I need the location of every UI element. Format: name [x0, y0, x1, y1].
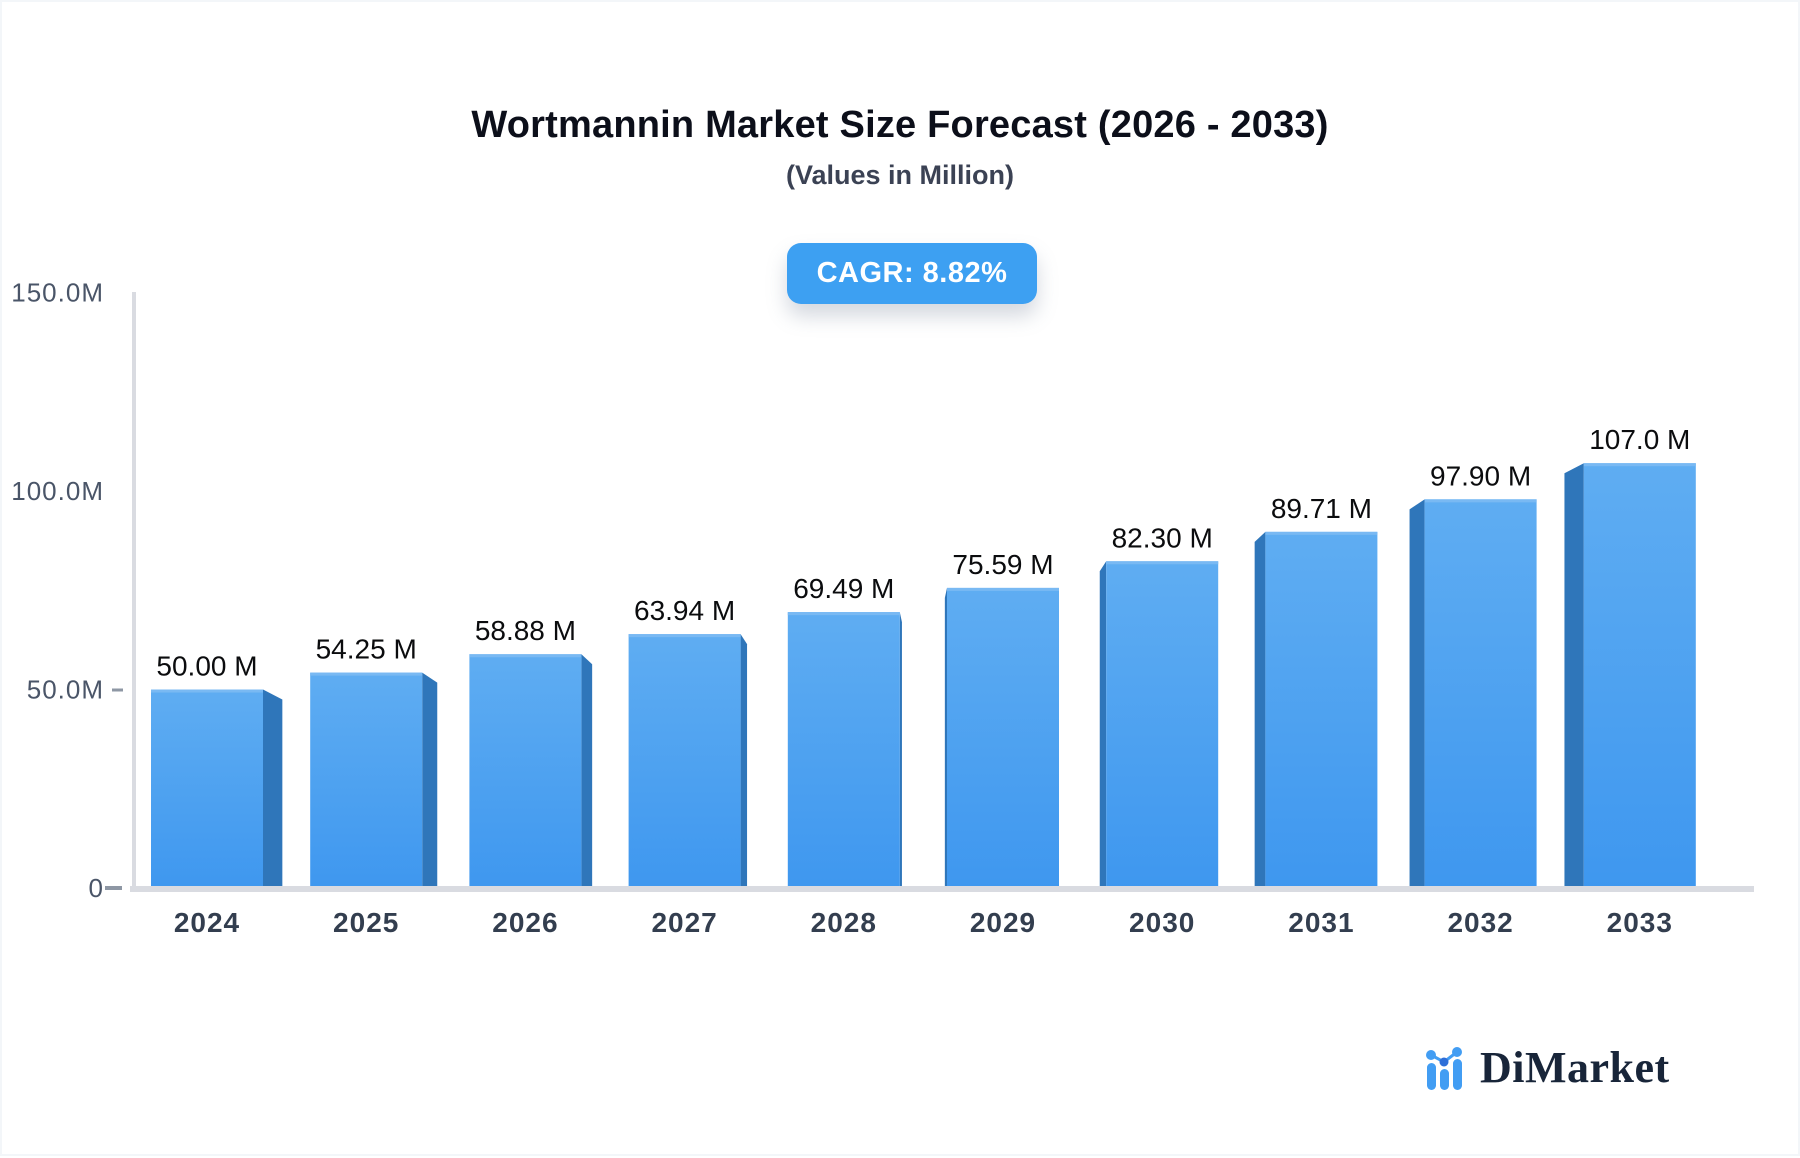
bars-group: 50.00 M 2024 54.25 M 2025 58.88 M 2026 63.94 M…: [151, 424, 1696, 938]
bar-front-face: [469, 654, 582, 891]
bar-top-edge: [947, 587, 1059, 591]
bar-2025: 54.25 M 2025: [310, 634, 438, 938]
bar-2027: 63.94 M 2027: [628, 595, 748, 938]
x-axis-label: 2032: [1447, 907, 1513, 938]
bar-2033: 107.0 M 2033: [1564, 424, 1696, 938]
y-axis-label: 100.0M: [11, 476, 104, 506]
y-axis-label: 50.0M: [27, 675, 104, 705]
bar-front-face: [1424, 499, 1537, 891]
bar-side-face: [740, 634, 748, 891]
x-axis-label: 2025: [333, 907, 399, 938]
bar-side-face: [263, 689, 283, 891]
brand-logo: DiMarket: [1424, 1042, 1670, 1093]
bar-2026: 58.88 M 2026: [469, 615, 593, 938]
bar-front-face: [628, 634, 741, 891]
y-axis-label: 0: [89, 873, 104, 903]
dimarket-logo-icon: [1426, 1046, 1462, 1090]
bar-value-label: 63.94 M: [634, 595, 735, 626]
x-axis-label: 2024: [174, 907, 240, 938]
bar-front-face: [151, 689, 263, 891]
bar-side-face: [899, 612, 902, 891]
bar-top-edge: [1265, 531, 1378, 535]
bar-top-edge: [1106, 561, 1219, 565]
bar-top-edge: [310, 672, 423, 676]
bar-front-face: [787, 612, 900, 891]
bar-side-face: [1254, 531, 1266, 891]
x-axis-label: 2030: [1129, 907, 1195, 938]
bar-2028: 69.49 M 2028: [787, 573, 902, 938]
bar-2031: 89.71 M 2031: [1254, 493, 1378, 938]
bar-value-label: 54.25 M: [316, 634, 417, 665]
bar-2024: 50.00 M 2024: [151, 651, 283, 938]
bar-top-edge: [787, 612, 900, 616]
bar-value-label: 82.30 M: [1112, 522, 1213, 553]
x-axis-label: 2033: [1607, 907, 1673, 938]
x-axis-label: 2028: [811, 907, 877, 938]
x-axis-label: 2031: [1288, 907, 1354, 938]
bar-top-edge: [151, 689, 263, 693]
bar-front-face: [947, 587, 1059, 891]
x-axis-label: 2027: [651, 907, 717, 938]
bar-side-face: [581, 654, 593, 891]
badge-row: CAGR: 8.82%: [2, 243, 1798, 304]
brand-name: DiMarket: [1480, 1043, 1670, 1092]
x-axis-label: 2026: [492, 907, 558, 938]
bar-2030: 82.30 M 2030: [1099, 522, 1219, 938]
bar-top-edge: [469, 654, 582, 658]
x-axis-line: [130, 886, 1754, 892]
chart-title: Wortmannin Market Size Forecast (2026 - …: [471, 104, 1329, 146]
bar-side-face: [1409, 499, 1425, 891]
bar-side-face: [422, 672, 438, 891]
bar-value-label: 107.0 M: [1589, 424, 1690, 455]
bar-value-label: 69.49 M: [793, 573, 894, 604]
x-axis-label: 2029: [970, 907, 1036, 938]
chart-header: Wortmannin Market Size Forecast (2026 - …: [2, 2, 1798, 304]
bar-top-edge: [1424, 499, 1537, 503]
bar-value-label: 97.90 M: [1430, 460, 1531, 491]
bar-side-face: [1564, 463, 1584, 891]
bar-value-label: 75.59 M: [952, 549, 1053, 580]
y-tick: [112, 688, 123, 692]
cagr-badge: CAGR: 8.82%: [786, 243, 1038, 304]
bar-value-label: 89.71 M: [1271, 493, 1372, 524]
bar-side-face: [944, 587, 947, 891]
bar-front-face: [1265, 531, 1378, 891]
chart-subtitle: (Values in Million): [785, 160, 1015, 190]
bar-front-face: [1106, 561, 1219, 891]
bar-side-face: [1099, 561, 1107, 891]
bar-2029: 75.59 M 2029: [944, 549, 1059, 938]
bar-value-label: 50.00 M: [156, 651, 257, 682]
bar-2032: 97.90 M 2032: [1409, 460, 1537, 938]
y-axis: 0 50.0M 100.0M 150.0M: [11, 278, 136, 903]
y-tick: [105, 886, 122, 890]
bar-front-face: [1583, 463, 1696, 891]
bar-top-edge: [1583, 463, 1696, 467]
bar-top-edge: [628, 634, 741, 638]
bar-front-face: [310, 672, 423, 891]
y-axis-label: 150.0M: [11, 278, 104, 308]
bar-value-label: 58.88 M: [475, 615, 576, 646]
